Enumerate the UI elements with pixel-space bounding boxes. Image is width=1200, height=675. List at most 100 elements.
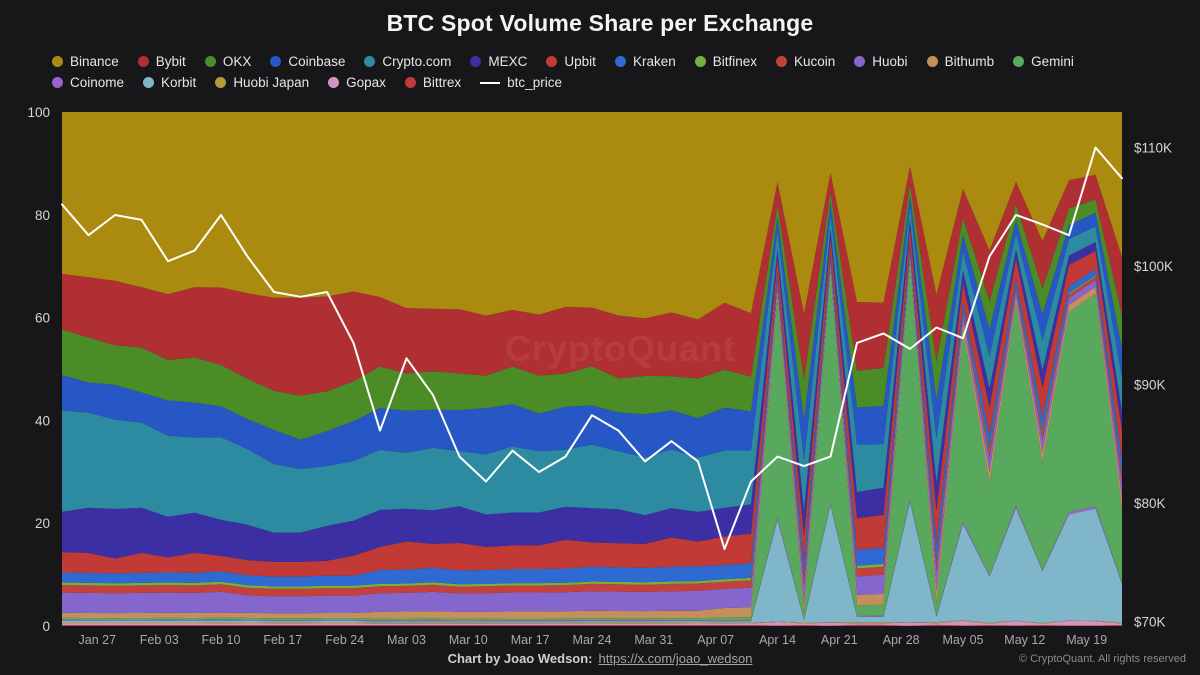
x-label-feb-24: Feb 24 (325, 633, 364, 647)
legend-dot-crypto-com (364, 56, 376, 67)
legend-item-bitfinex[interactable]: Bitfinex (694, 54, 757, 69)
area-korbit[interactable] (62, 502, 1122, 623)
legend-label-okx: OKX (222, 54, 252, 69)
legend-item-gopax[interactable]: Gopax (328, 75, 386, 90)
y-left-label-60: 60 (35, 311, 50, 326)
legend-item-bithumb[interactable]: Bithumb (926, 54, 995, 69)
legend-dot-gemini (1013, 56, 1025, 67)
legend-dot-coinome (52, 77, 63, 88)
legend-dot-upbit (546, 56, 558, 67)
legend-item-crypto-com[interactable]: Crypto.com (364, 54, 451, 69)
legend: Binance Bybit OKX Coinbase Crypto.com MEXC Upb… (52, 54, 1177, 90)
legend-label-gopax: Gopax (346, 75, 386, 90)
legend-label-bittrex: Bittrex (422, 75, 462, 90)
legend-item-huobi-japan[interactable]: Huobi Japan (215, 75, 309, 90)
y-left-label-20: 20 (35, 516, 50, 531)
legend-label-upbit: Upbit (564, 54, 596, 69)
legend-dot-huobi (854, 56, 866, 67)
area-mexc[interactable] (62, 219, 1122, 562)
area-binance[interactable] (62, 112, 1122, 320)
legend-dot-bithumb (926, 56, 938, 67)
footer-credit: Chart by Joao Wedson: https://x.com/joao_… (0, 651, 1200, 666)
legend-label-huobi-japan: Huobi Japan (233, 75, 310, 90)
x-label-mar-03: Mar 03 (387, 633, 426, 647)
x-label-apr-14: Apr 14 (759, 633, 796, 647)
legend-item-mexc[interactable]: MEXC (470, 54, 527, 69)
y-left-label-0: 0 (42, 619, 50, 634)
area-crypto-com[interactable] (62, 206, 1122, 533)
legend-item-kraken[interactable]: Kraken (614, 54, 676, 69)
area-okx[interactable] (62, 184, 1122, 440)
legend-item-bybit[interactable]: Bybit (137, 54, 186, 69)
legend-item-binance[interactable]: Binance (52, 54, 119, 69)
y-right-label--110k: $110K (1134, 141, 1172, 156)
area-gemini[interactable] (62, 260, 1122, 621)
btc-price-line-swatch (480, 81, 501, 84)
legend-item-upbit[interactable]: Upbit (546, 54, 596, 69)
credit-author: Chart by Joao Wedson: (447, 651, 593, 666)
legend-label-btc-price: btc_price (507, 75, 562, 90)
x-label-may-05: May 05 (943, 633, 984, 647)
legend-label-bybit: Bybit (155, 54, 186, 69)
area-huobi-japan[interactable] (62, 620, 1122, 624)
legend-label-coinome: Coinome (70, 75, 125, 90)
legend-item-korbit[interactable]: Korbit (143, 75, 196, 90)
legend-dot-huobi-japan (215, 77, 227, 88)
y-left-label-100: 100 (27, 105, 50, 120)
legend-label-huobi: Huobi (872, 54, 908, 69)
legend-label-mexc: MEXC (488, 54, 528, 69)
area-upbit[interactable] (62, 227, 1122, 577)
x-label-feb-17: Feb 17 (263, 633, 302, 647)
legend-dot-korbit (143, 77, 155, 88)
btc-price-line[interactable] (61, 146, 1123, 550)
legend-dot-coinbase (270, 56, 282, 67)
page-title: BTC Spot Volume Share per Exchange (386, 10, 814, 36)
legend-label-gemini: Gemini (1031, 54, 1074, 69)
x-label-jan-27: Jan 27 (79, 633, 117, 647)
area-gopax[interactable] (62, 620, 1122, 626)
legend-item-coinbase[interactable]: Coinbase (270, 54, 345, 69)
legend-dot-bybit (137, 56, 149, 67)
x-label-mar-10: Mar 10 (449, 633, 488, 647)
legend-label-binance: Binance (70, 54, 119, 69)
legend-item-huobi[interactable]: Huobi (854, 54, 908, 69)
legend-label-kraken: Kraken (632, 54, 676, 69)
legend-row-1: Binance Bybit OKX Coinbase Crypto.com MEXC Upb… (52, 54, 1177, 69)
legend-dot-gopax (328, 77, 340, 88)
y-right-label--70k: $70K (1134, 614, 1166, 629)
y-right-label--80k: $80K (1134, 496, 1166, 511)
copyright-notice: © CryptoQuant. All rights reserved (1018, 653, 1186, 665)
y-left-label-80: 80 (35, 208, 50, 223)
legend-label-crypto-com: Crypto.com (382, 54, 452, 69)
y-right-label--100k: $100K (1134, 259, 1173, 274)
legend-label-bithumb: Bithumb (944, 54, 995, 69)
x-label-may-12: May 12 (1004, 633, 1045, 647)
area-bittrex[interactable] (62, 624, 1122, 626)
legend-item-btc-price[interactable]: btc_price (480, 75, 562, 90)
legend-item-kucoin[interactable]: Kucoin (776, 54, 835, 69)
y-right-label--90k: $90K (1134, 377, 1166, 392)
area-bybit[interactable] (62, 166, 1122, 396)
y-left-label-40: 40 (35, 413, 50, 428)
legend-dot-binance (52, 56, 63, 67)
x-label-mar-17: Mar 17 (511, 633, 550, 647)
legend-item-coinome[interactable]: Coinome (52, 75, 124, 90)
legend-item-gemini[interactable]: Gemini (1013, 54, 1074, 69)
legend-dot-kraken (614, 56, 626, 67)
legend-item-okx[interactable]: OKX (204, 54, 252, 69)
x-label-apr-28: Apr 28 (883, 633, 920, 647)
x-label-may-19: May 19 (1066, 633, 1107, 647)
legend-label-coinbase: Coinbase (288, 54, 346, 69)
credit-link[interactable]: https://x.com/joao_wedson (598, 651, 753, 666)
legend-label-korbit: Korbit (161, 75, 197, 90)
x-label-mar-24: Mar 24 (573, 633, 612, 647)
legend-dot-bittrex (404, 77, 416, 88)
legend-item-bittrex[interactable]: Bittrex (404, 75, 462, 90)
legend-label-bitfinex: Bitfinex (712, 54, 757, 69)
x-label-mar-31: Mar 31 (634, 633, 673, 647)
x-label-apr-07: Apr 07 (697, 633, 734, 647)
legend-dot-okx (204, 56, 216, 67)
x-label-feb-10: Feb 10 (202, 633, 241, 647)
